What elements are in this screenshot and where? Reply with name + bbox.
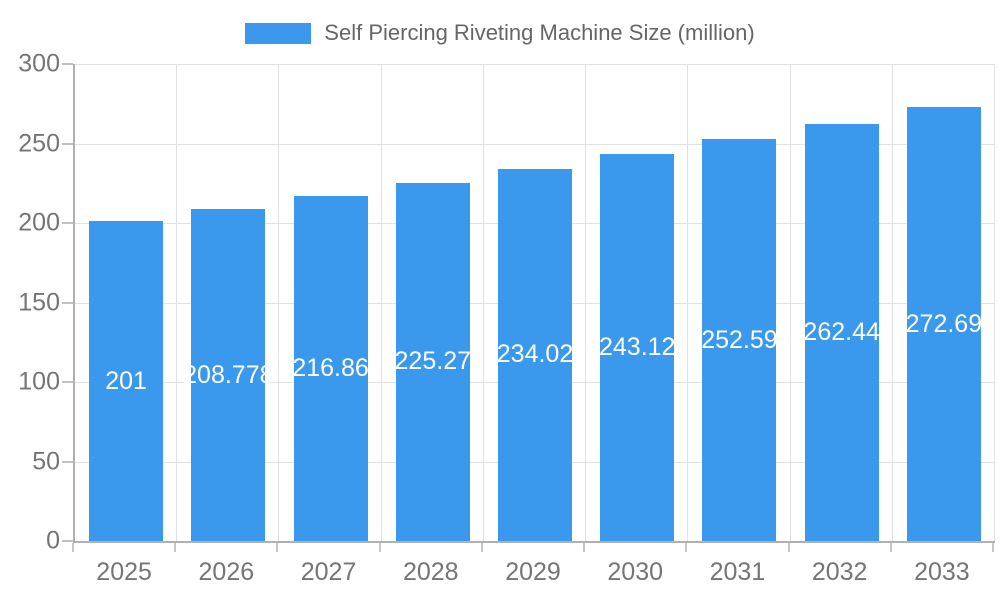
x-axis-tick-label: 2031 [709, 558, 766, 586]
bar-value-label: 272.69 [905, 309, 983, 338]
x-axis-tick [72, 543, 74, 552]
bar-value-label: 201 [105, 366, 147, 395]
x-axis-tick [889, 543, 892, 552]
y-axis-tick [62, 142, 73, 145]
x-axis-tick [276, 543, 279, 552]
gridline-vertical [891, 64, 893, 541]
y-axis-tick-label: 100 [18, 367, 60, 396]
bar-2029: 234.02 [496, 168, 574, 541]
bar-value-label: 262.44 [803, 317, 880, 346]
bar-2026: 208.778 [183, 209, 274, 541]
y-axis-tick-label: 0 [46, 526, 60, 555]
y-axis-tick-label: 50 [32, 447, 60, 475]
y-axis-tick [62, 381, 73, 383]
x-axis-tick-label: 2028 [402, 558, 459, 586]
bar-value-label: 243.12 [598, 333, 676, 362]
gridline-horizontal [75, 143, 995, 145]
bar-2025: 201 [89, 221, 164, 541]
bar-value-label: 252.59 [701, 325, 778, 354]
gridline-vertical [585, 64, 587, 541]
x-axis-tick-label: 2025 [96, 558, 152, 586]
x-axis-tick [378, 543, 381, 552]
legend-item[interactable]: Self Piercing Riveting Machine Size (mil… [0, 20, 1000, 46]
gridline-vertical [994, 64, 995, 541]
x-axis-tick [685, 543, 688, 552]
bar-2031: 252.59 [701, 139, 778, 541]
y-axis-tick-label: 250 [18, 129, 60, 157]
bar-2028: 225.27 [394, 182, 471, 541]
bar-2033: 272.69 [905, 107, 983, 541]
y-axis-tick-label: 200 [18, 208, 60, 237]
gridline-vertical [687, 64, 689, 541]
gridline-vertical [380, 64, 382, 541]
x-axis-tick [583, 543, 586, 552]
y-axis-tick [62, 540, 73, 542]
bar-2027: 216.86 [292, 196, 369, 541]
plot-area: 201 208.778 216.86 225.27 234.02 243.12 252.59… [73, 64, 995, 543]
gridline-vertical [789, 64, 791, 541]
gridline-vertical [176, 64, 178, 541]
y-axis-tick-label: 150 [18, 288, 60, 316]
bar-value-label: 216.86 [292, 354, 369, 383]
y-axis-tick [62, 222, 73, 224]
x-axis-tick-label: 2027 [300, 558, 357, 586]
gridline-vertical [278, 64, 280, 541]
x-axis-tick-label: 2026 [198, 558, 255, 586]
legend-label: Self Piercing Riveting Machine Size (mil… [324, 20, 755, 45]
x-axis-tick [787, 543, 790, 552]
y-axis-tick [62, 301, 73, 304]
y-axis-tick [62, 460, 73, 463]
bar-2030: 243.12 [598, 154, 676, 541]
x-axis-tick [174, 543, 177, 552]
x-axis-tick-label: 2032 [811, 558, 868, 586]
gridline-horizontal [75, 64, 995, 65]
y-axis-tick [62, 63, 73, 65]
x-axis-tick-label: 2029 [505, 558, 561, 586]
bar-value-label: 225.27 [394, 347, 471, 376]
bar-value-label: 208.778 [183, 360, 274, 389]
bar-2032: 262.44 [803, 123, 880, 541]
legend-swatch-icon [245, 22, 312, 44]
x-axis-tick-label: 2033 [914, 558, 970, 586]
x-axis-tick [480, 543, 483, 552]
x-axis-tick [992, 543, 994, 552]
y-axis-tick-label: 300 [18, 49, 60, 78]
x-axis-tick-label: 2030 [607, 558, 664, 586]
gridline-vertical [482, 64, 484, 541]
bar-value-label: 234.02 [496, 340, 574, 369]
